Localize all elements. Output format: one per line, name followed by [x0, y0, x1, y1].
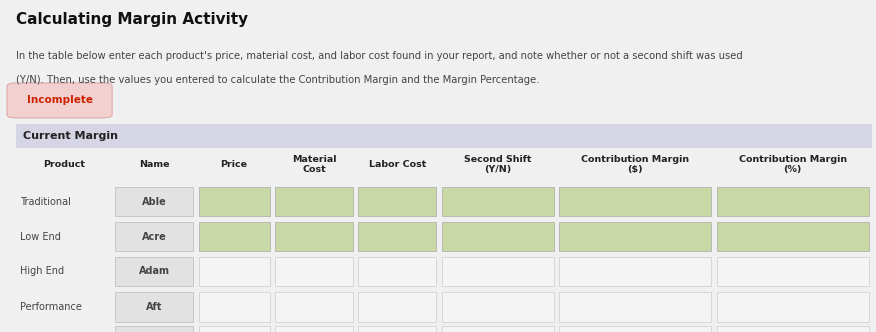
FancyBboxPatch shape — [7, 83, 112, 118]
Text: Contribution Margin
(%): Contribution Margin (%) — [738, 155, 847, 174]
Text: Adam: Adam — [138, 266, 170, 277]
Bar — [199, 326, 270, 332]
Text: Low End: Low End — [20, 231, 61, 242]
Bar — [115, 292, 194, 322]
Bar — [275, 257, 353, 286]
Bar — [559, 326, 711, 332]
Text: Incomplete: Incomplete — [26, 95, 93, 106]
Text: Traditional: Traditional — [20, 197, 71, 207]
Bar — [559, 187, 711, 216]
Bar — [559, 292, 711, 322]
Bar — [16, 124, 872, 148]
Text: Aft: Aft — [146, 302, 162, 312]
Bar — [199, 292, 270, 322]
Bar — [199, 222, 270, 251]
Bar — [358, 257, 436, 286]
Bar — [115, 257, 194, 286]
Text: Second Shift
(Y/N): Second Shift (Y/N) — [464, 155, 532, 174]
Bar — [115, 187, 194, 216]
Bar — [442, 257, 554, 286]
Text: Performance: Performance — [20, 302, 82, 312]
Bar — [199, 187, 270, 216]
Text: Name: Name — [139, 160, 169, 169]
Text: Calculating Margin Activity: Calculating Margin Activity — [16, 12, 248, 27]
Bar — [717, 292, 869, 322]
Text: Acre: Acre — [142, 231, 166, 242]
Text: Current Margin: Current Margin — [23, 131, 117, 141]
Bar — [199, 257, 270, 286]
Bar — [115, 326, 194, 332]
Bar — [717, 222, 869, 251]
Bar — [275, 222, 353, 251]
Bar — [717, 187, 869, 216]
Bar — [442, 187, 554, 216]
Bar — [559, 222, 711, 251]
Bar — [115, 222, 194, 251]
Bar — [442, 326, 554, 332]
Bar — [717, 257, 869, 286]
Bar — [358, 187, 436, 216]
Bar — [358, 222, 436, 251]
Text: Product: Product — [43, 160, 85, 169]
Text: Able: Able — [142, 197, 166, 207]
Text: High End: High End — [20, 266, 64, 277]
Text: Contribution Margin
($): Contribution Margin ($) — [581, 155, 689, 174]
Text: Labor Cost: Labor Cost — [369, 160, 426, 169]
Bar — [442, 292, 554, 322]
Bar — [275, 187, 353, 216]
Text: Material
Cost: Material Cost — [292, 155, 336, 174]
Bar — [717, 326, 869, 332]
Text: (Y/N). Then, use the values you entered to calculate the Contribution Margin and: (Y/N). Then, use the values you entered … — [16, 75, 540, 85]
Text: In the table below enter each product's price, material cost, and labor cost fou: In the table below enter each product's … — [16, 51, 743, 61]
Bar — [275, 326, 353, 332]
Bar — [358, 292, 436, 322]
Bar — [442, 222, 554, 251]
Bar — [559, 257, 711, 286]
Bar — [358, 326, 436, 332]
Bar — [275, 292, 353, 322]
Text: Price: Price — [221, 160, 248, 169]
